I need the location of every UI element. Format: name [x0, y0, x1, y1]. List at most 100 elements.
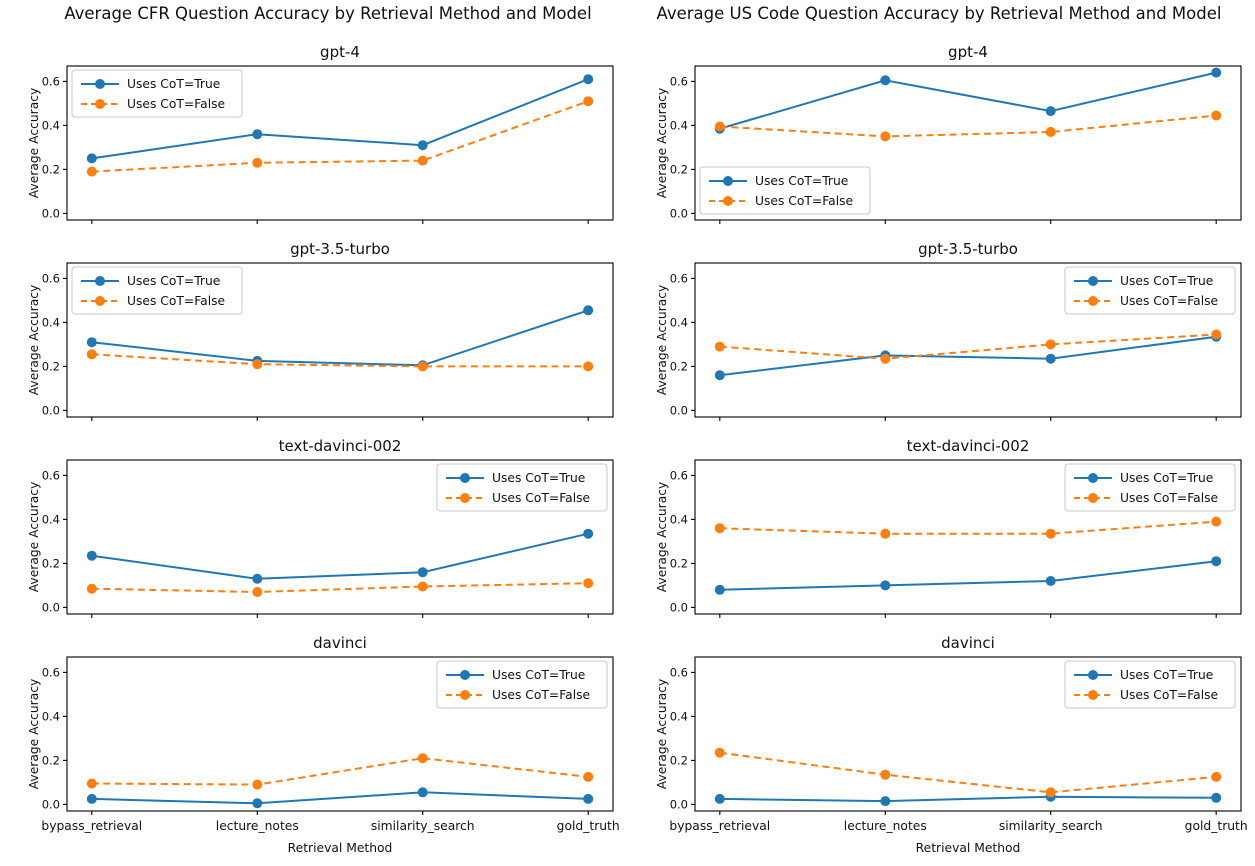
axes-frame: [694, 656, 1242, 812]
legend-entry-label: Uses CoT=True: [1120, 274, 1213, 288]
data-point-marker-uses-cot-false: [417, 581, 428, 592]
series-line-uses-cot-true: [719, 71, 1217, 130]
data-point-marker-uses-cot-true: [583, 528, 594, 539]
data-point-marker-uses-cot-false: [880, 353, 891, 364]
subplot-title: gpt-4: [320, 43, 360, 61]
series-line-uses-cot-true: [91, 532, 589, 580]
data-point-marker-uses-cot-false: [252, 157, 263, 168]
x-tick-label: bypass_retrieval: [669, 819, 770, 833]
legend-entry-label: Uses CoT=False: [127, 97, 225, 111]
legend-swatch-marker: [460, 670, 470, 680]
y-axis-label: Average Accuracy: [655, 482, 669, 593]
legend-box: Uses CoT=True Uses CoT=False: [1064, 660, 1236, 709]
legend-swatch-marker: [1088, 690, 1098, 700]
y-tick-label: 0.2: [670, 557, 688, 571]
data-point-marker-uses-cot-true: [417, 140, 428, 151]
data-point-marker-uses-cot-true: [1211, 792, 1222, 803]
y-tick-label: 0.4: [42, 316, 60, 330]
series-line-uses-cot-true: [719, 560, 1217, 591]
data-point-marker-uses-cot-false: [583, 361, 594, 372]
y-axis-label: Average Accuracy: [655, 285, 669, 396]
legend-box: Uses CoT=True Uses CoT=False: [1064, 266, 1236, 315]
legend-box: Uses CoT=True Uses CoT=False: [1064, 463, 1236, 512]
series-line-uses-cot-false: [719, 333, 1217, 360]
legend-box: Uses CoT=True Uses CoT=False: [436, 660, 608, 709]
y-tick-label: 0.0: [42, 601, 60, 615]
legend-entry-label: Uses CoT=True: [127, 77, 220, 91]
data-point-marker-uses-cot-false: [1211, 516, 1222, 527]
y-tick-label: 0.6: [42, 666, 60, 680]
data-point-marker-uses-cot-false: [1211, 771, 1222, 782]
data-point-marker-uses-cot-true: [1045, 576, 1056, 586]
data-point-marker-uses-cot-true: [880, 580, 891, 591]
legend-entry: Uses CoT=True: [1074, 668, 1213, 682]
data-point-marker-uses-cot-true: [1211, 67, 1222, 78]
data-point-marker-uses-cot-false: [417, 155, 428, 166]
legend-swatch-marker: [95, 79, 105, 89]
data-point-marker-uses-cot-true: [86, 337, 97, 348]
legend-entry-label: Uses CoT=False: [127, 294, 225, 308]
data-point-marker-uses-cot-false: [417, 361, 428, 372]
legend-entry-label: Uses CoT=False: [492, 491, 590, 505]
legend-entry-label: Uses CoT=True: [755, 174, 848, 188]
subplot-us-code-davinci: davinci 0.0 0.2 0.4 0.6 bypass_retrieval lectu…: [655, 634, 1248, 855]
legend-swatch-marker: [1088, 493, 1098, 503]
data-point-marker-uses-cot-true: [583, 793, 594, 804]
data-point-marker-uses-cot-false: [1211, 110, 1222, 121]
legend-swatch-marker: [1088, 296, 1098, 306]
legend-entry-label: Uses CoT=True: [1120, 668, 1213, 682]
legend-entry: Uses CoT=True: [81, 274, 220, 288]
legend-swatch-marker: [723, 176, 733, 186]
legend-frame: [1064, 463, 1236, 512]
legend-frame: [71, 266, 243, 315]
data-point-marker-uses-cot-true: [880, 75, 891, 86]
x-tick-label: lecture_notes: [216, 819, 299, 833]
y-tick-label: 0.0: [42, 798, 60, 812]
x-axis-label: Retrieval Method: [916, 841, 1021, 855]
legend-entry: Uses CoT=False: [81, 294, 225, 308]
series-line-uses-cot-true: [91, 309, 589, 367]
axes-frame: [66, 459, 614, 615]
series-line-uses-cot-false: [719, 520, 1217, 535]
legend-entry: Uses CoT=True: [1074, 274, 1213, 288]
data-point-marker-uses-cot-true: [86, 793, 97, 804]
y-tick-label: 0.4: [42, 710, 60, 724]
series-line-uses-cot-false: [719, 114, 1217, 138]
y-tick-label: 0.2: [42, 557, 60, 571]
y-tick-label: 0.4: [670, 513, 688, 527]
legend-entry: Uses CoT=False: [446, 688, 590, 702]
subplot-title: text-davinci-002: [279, 437, 402, 455]
x-tick-label: gold_truth: [557, 819, 620, 833]
y-axis-label: Average Accuracy: [655, 88, 669, 199]
data-point-marker-uses-cot-false: [714, 341, 725, 352]
legend-entry: Uses CoT=False: [446, 491, 590, 505]
legend-swatch-marker: [460, 473, 470, 483]
axes-frame: [694, 65, 1242, 221]
legend-entry: Uses CoT=True: [1074, 471, 1213, 485]
axes-frame: [694, 262, 1242, 418]
y-tick-label: 0.0: [670, 798, 688, 812]
y-axis-label: Average Accuracy: [655, 679, 669, 790]
legend-frame: [1064, 660, 1236, 709]
data-point-marker-uses-cot-false: [583, 578, 594, 589]
legend-entry-label: Uses CoT=True: [127, 274, 220, 288]
data-point-marker-uses-cot-true: [714, 584, 725, 595]
y-tick-label: 0.2: [670, 754, 688, 768]
figure-title-uscode: Average US Code Question Accuracy by Ret…: [656, 4, 1222, 23]
data-point-marker-uses-cot-false: [714, 523, 725, 534]
series-line-uses-cot-false: [91, 582, 589, 594]
data-point-marker-uses-cot-true: [417, 567, 428, 578]
subplot-title: gpt-4: [948, 43, 988, 61]
y-tick-label: 0.0: [670, 601, 688, 615]
y-tick-label: 0.6: [670, 75, 688, 89]
y-axis-label: Average Accuracy: [27, 482, 41, 593]
legend-box: Uses CoT=True Uses CoT=False: [71, 69, 243, 118]
x-tick-label: similarity_search: [371, 819, 475, 833]
series-line-uses-cot-true: [91, 78, 589, 160]
data-point-marker-uses-cot-false: [714, 121, 725, 132]
axes-frame: [66, 65, 614, 221]
legend-swatch-marker: [95, 296, 105, 306]
legend-swatch-marker: [460, 690, 470, 700]
